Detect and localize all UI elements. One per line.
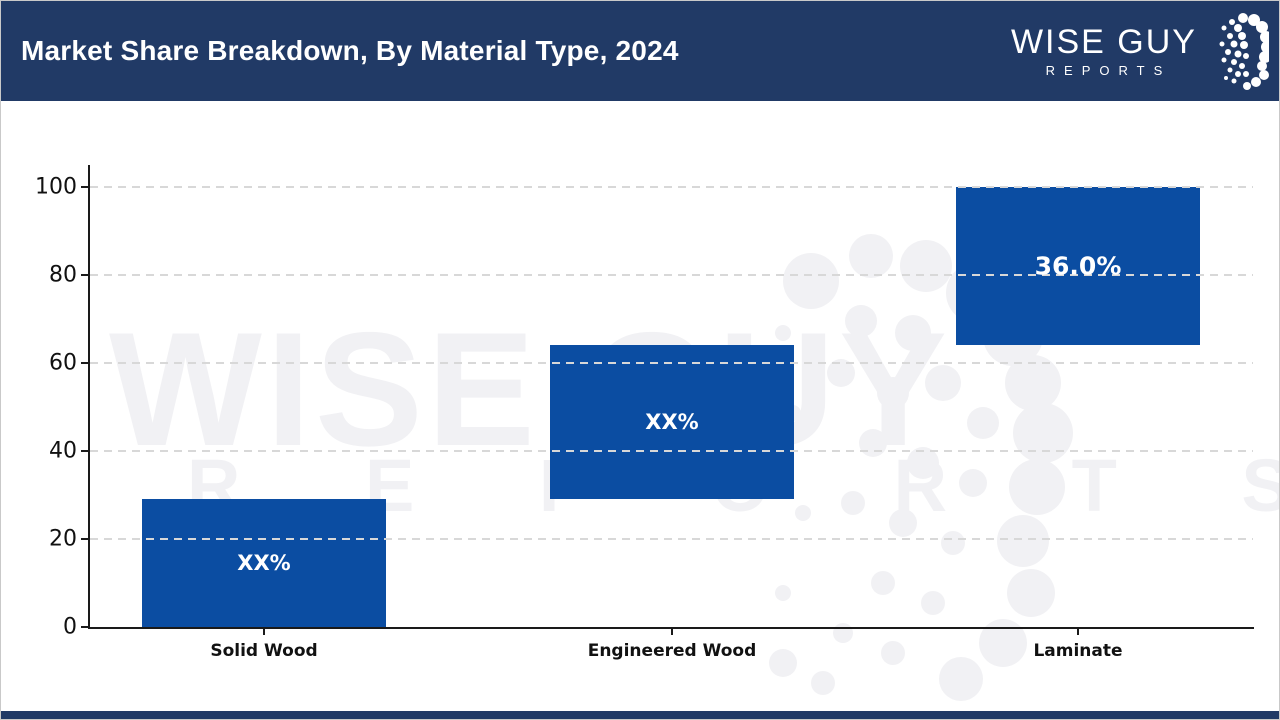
y-tick-label-100: 100	[35, 174, 77, 200]
bar-value-label: XX%	[645, 410, 699, 435]
x-tick-label: Engineered Wood	[587, 641, 757, 661]
y-tick-0	[81, 626, 88, 628]
y-axis-line	[88, 165, 90, 629]
bar-solid-wood	[142, 499, 386, 627]
logo-wordmark: WISE GUY REPORTS	[1011, 25, 1197, 77]
bar-value-label: XX%	[237, 551, 291, 576]
y-tick-label-40: 40	[49, 438, 77, 464]
bar-laminate	[956, 187, 1200, 346]
watermark-wordmark: WISE GUY	[109, 299, 952, 480]
y-tick-label-0: 0	[63, 614, 77, 640]
y-tick-label-80: 80	[49, 262, 77, 288]
page-title: Market Share Breakdown, By Material Type…	[21, 35, 679, 66]
chart-area: WISE GUY R E P O R T S 020406080100XX%So…	[1, 101, 1279, 711]
wise-guy-reports-logo: WISE GUY REPORTS	[1011, 11, 1269, 91]
y-tick-20	[81, 538, 88, 540]
gridline-40	[90, 450, 1253, 452]
header-bar: Market Share Breakdown, By Material Type…	[1, 1, 1279, 101]
footer-bar	[1, 711, 1279, 719]
gridline-80	[90, 274, 1253, 276]
y-tick-40	[81, 450, 88, 452]
head-profile-dots-icon	[1219, 13, 1269, 90]
y-tick-label-20: 20	[49, 526, 77, 552]
watermark-head-dots	[769, 234, 1073, 701]
gridline-20	[90, 538, 1253, 540]
gridline-100	[90, 186, 1253, 188]
y-tick-label-60: 60	[49, 350, 77, 376]
x-tick-label: Solid Wood	[210, 641, 318, 661]
y-tick-80	[81, 274, 88, 276]
x-tick-1	[671, 628, 673, 635]
bar-value-label: 36.0%	[1034, 251, 1122, 281]
y-tick-60	[81, 362, 88, 364]
gridline-60	[90, 362, 1253, 364]
x-tick-0	[263, 628, 265, 635]
logo-wordmark-line2: REPORTS	[1045, 63, 1172, 78]
x-tick-label: Laminate	[1033, 641, 1123, 661]
y-tick-100	[81, 186, 88, 188]
x-tick-2	[1077, 628, 1079, 635]
logo-wordmark-line1: WISE GUY	[1010, 23, 1197, 61]
bar-engineered-wood	[550, 345, 794, 500]
